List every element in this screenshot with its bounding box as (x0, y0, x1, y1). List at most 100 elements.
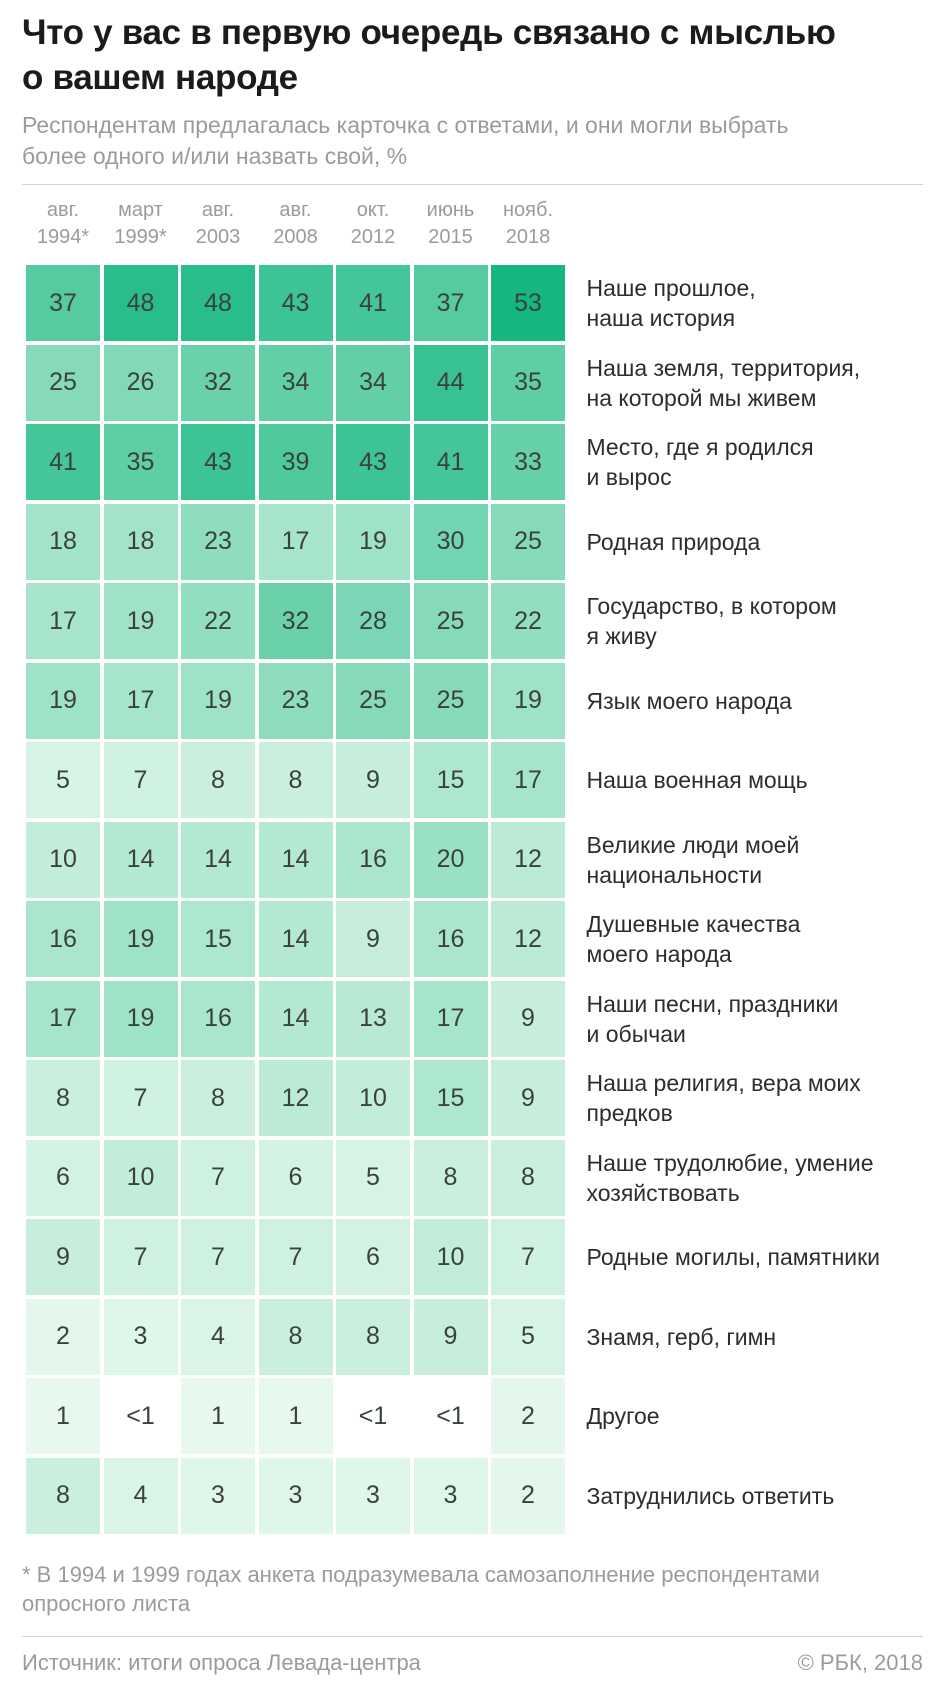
heatmap-cell: 3 (413, 1457, 488, 1534)
heatmap-cell: 18 (103, 503, 178, 580)
heatmap-cell: 19 (336, 503, 410, 580)
heatmap-cell: 48 (103, 265, 178, 341)
heatmap-cell: 7 (103, 742, 178, 818)
heatmap-cell: 39 (258, 424, 333, 500)
heatmap-cell: 34 (258, 344, 333, 421)
heatmap-cell: 43 (181, 424, 255, 500)
heatmap-cell: 19 (103, 583, 178, 659)
heatmap-grid: 37 48 48 43 41 37 53 Наше прошлое, наша история… (26, 265, 923, 1534)
heatmap-cell: 26 (103, 344, 178, 421)
row-label: Душевные качества моего народа (586, 911, 801, 967)
heatmap-cell: 8 (181, 1060, 255, 1136)
heatmap-cell: 17 (258, 503, 333, 580)
footer: Источник: итоги опроса Левада-центра © Р… (22, 1650, 923, 1676)
heatmap-cell: 7 (258, 1219, 333, 1295)
heatmap-cell: 9 (26, 1219, 100, 1295)
heatmap-cell: 19 (181, 662, 255, 739)
column-header-2003: авг. 2003 (195, 199, 241, 248)
heatmap-cell: 16 (336, 821, 410, 898)
heatmap-cell: 10 (26, 821, 100, 898)
heatmap-cell: 2 (26, 1298, 100, 1375)
row-label: Затруднились ответить (586, 1482, 835, 1509)
bottom-divider (22, 1635, 923, 1637)
heatmap-cell: 32 (258, 583, 333, 659)
heatmap-cell: 4 (103, 1457, 178, 1534)
heatmap-cell: 7 (103, 1060, 178, 1136)
heatmap-cell: 44 (413, 344, 488, 421)
heatmap-cell: 32 (181, 344, 255, 421)
heatmap-cell: 8 (26, 1457, 100, 1534)
heatmap-cell: 25 (491, 503, 565, 580)
heatmap-cell: 17 (103, 662, 178, 739)
heatmap-cell: 2 (491, 1378, 565, 1454)
heatmap-cell: 37 (413, 265, 488, 341)
source-credit: Источник: итоги опроса Левада-центра (22, 1649, 421, 1675)
heatmap-cell: 7 (491, 1219, 565, 1295)
heatmap-cell: 20 (413, 821, 488, 898)
heatmap-cell: 48 (181, 265, 255, 341)
row-label: Язык моего народа (586, 687, 792, 714)
copyright: © РБК, 2018 (797, 1649, 923, 1675)
heatmap-cell: 35 (491, 344, 565, 421)
heatmap-cell: <1 (103, 1378, 178, 1454)
row-label: Родные могилы, памятники (586, 1244, 881, 1270)
page-title: Что у вас в первую очередь связано с мыс… (22, 13, 836, 97)
heatmap-cell: 3 (258, 1457, 333, 1534)
heatmap-cell: 15 (413, 742, 488, 818)
heatmap-cell: 25 (336, 662, 410, 739)
row-label: Великие люди моей национальности (586, 831, 800, 888)
heatmap-cell: 6 (258, 1139, 333, 1216)
heatmap-cell: 15 (181, 901, 255, 977)
column-header-2008: авг. 2008 (273, 199, 318, 248)
heatmap-cell: 3 (336, 1457, 410, 1534)
heatmap-cell: 9 (491, 1060, 565, 1136)
heatmap-cell: 16 (26, 901, 100, 977)
row-label: Наша земля, территория, на которой мы жи… (586, 354, 861, 411)
heatmap-cell: 43 (258, 265, 333, 341)
heatmap-cell: 41 (26, 424, 100, 500)
heatmap-cell: 8 (258, 1298, 333, 1375)
heatmap-cell: 4 (181, 1298, 255, 1375)
heatmap-cell: 8 (26, 1060, 100, 1136)
heatmap-cell: 16 (413, 901, 488, 977)
heatmap-cell: 34 (336, 344, 410, 421)
column-header-1999: март 1999* (114, 199, 167, 248)
column-header-2018: нояб. 2018 (502, 199, 553, 248)
heatmap-cell: 10 (336, 1060, 410, 1136)
row-label: Место, где я родился и вырос (586, 434, 814, 490)
page-subtitle: Респондентам предлагалась карточка с отв… (22, 112, 789, 169)
row-label: Наше прошлое, наша история (586, 275, 756, 331)
heatmap-cell: 37 (26, 265, 100, 341)
column-headers: авг. 1994* март 1999* авг. 2003 авг. 2008 ок… (26, 197, 923, 251)
heatmap-cell: 28 (336, 583, 410, 659)
heatmap-cell: 5 (336, 1139, 410, 1216)
heatmap-cell: 9 (336, 742, 410, 818)
heatmap-cell: 41 (413, 424, 488, 500)
column-header-2012: окт. 2012 (350, 199, 396, 248)
column-header-2015: июнь 2015 (426, 199, 475, 248)
heatmap-cell: 5 (491, 1298, 565, 1375)
heatmap-cell: 17 (26, 980, 100, 1057)
heatmap-cell: <1 (336, 1378, 410, 1454)
heatmap-cell: 9 (336, 901, 410, 977)
heatmap-cell: <1 (413, 1378, 488, 1454)
heatmap-cell: 3 (181, 1457, 255, 1534)
heatmap-cell: 14 (258, 901, 333, 977)
heatmap-cell: 10 (413, 1219, 488, 1295)
heatmap-cell: 19 (103, 980, 178, 1057)
row-label: Другое (586, 1403, 660, 1429)
row-label: Наше трудолюбие, умение хозяйствовать (586, 1149, 874, 1206)
heatmap-cell: 19 (26, 662, 100, 739)
heatmap-cell: 10 (103, 1139, 178, 1216)
heatmap-cell: 13 (336, 980, 410, 1057)
heatmap-cell: 25 (26, 344, 100, 421)
heatmap-cell: 8 (336, 1298, 410, 1375)
row-label: Наши песни, праздники и обычаи (586, 990, 839, 1047)
heatmap-cell: 19 (491, 662, 565, 739)
top-divider (22, 184, 923, 185)
heatmap-cell: 17 (413, 980, 488, 1057)
heatmap-cell: 1 (181, 1378, 255, 1454)
heatmap-cell: 19 (103, 901, 178, 977)
heatmap-cell: 12 (258, 1060, 333, 1136)
heatmap-cell: 23 (258, 662, 333, 739)
